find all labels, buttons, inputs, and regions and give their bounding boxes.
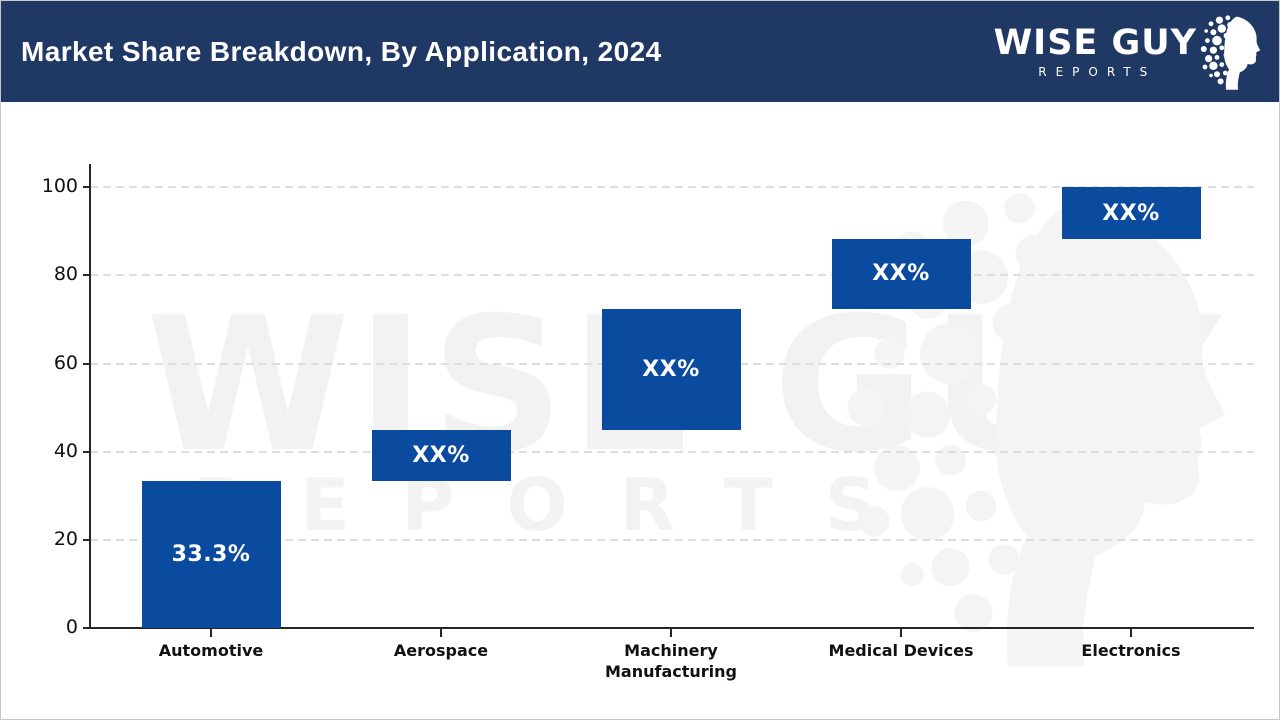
x-axis-tick[interactable]: [210, 629, 212, 637]
bar-value-label: XX%: [642, 356, 700, 382]
bar-value-label: XX%: [872, 261, 930, 287]
y-axis-tick-label[interactable]: 60: [53, 351, 78, 374]
logo-text: WISE GUY REPORTS: [993, 22, 1197, 79]
y-axis-tick[interactable]: [83, 450, 90, 453]
bar-value-label: 33.3%: [171, 542, 251, 568]
bar-segment[interactable]: 33.3%: [141, 481, 281, 628]
x-axis-tick[interactable]: [1130, 629, 1132, 637]
y-axis-tick-label[interactable]: 40: [53, 439, 78, 462]
y-axis-tick[interactable]: [83, 627, 90, 629]
y-axis-line[interactable]: [89, 164, 91, 629]
y-axis-tick[interactable]: [83, 274, 90, 277]
bar-segment[interactable]: XX%: [371, 429, 511, 482]
header-bar: Market Share Breakdown, By Application, …: [1, 1, 1279, 102]
category-label[interactable]: Medical Devices: [828, 641, 974, 660]
y-axis-tick[interactable]: [83, 186, 90, 189]
gridline[interactable]: [90, 186, 1254, 189]
bar-segment[interactable]: XX%: [831, 239, 971, 309]
category-label[interactable]: Machinery Manufacturing: [605, 641, 737, 681]
y-axis-tick-label[interactable]: 100: [41, 175, 78, 198]
logo-subtitle: REPORTS: [1038, 64, 1157, 79]
logo-wordmark: WISE GUY: [993, 22, 1197, 63]
bar-value-label: XX%: [1102, 200, 1160, 226]
page-title: Market Share Breakdown, By Application, …: [21, 35, 662, 67]
bar-segment[interactable]: XX%: [1061, 187, 1201, 240]
x-axis-line[interactable]: [89, 627, 1254, 629]
category-label[interactable]: Electronics: [1081, 641, 1181, 660]
bar-segment[interactable]: XX%: [601, 308, 741, 430]
x-axis-tick[interactable]: [900, 629, 902, 637]
y-axis-tick-label[interactable]: 0: [65, 616, 78, 638]
wise-guy-logo: WISE GUY REPORTS: [994, 13, 1265, 91]
x-axis-tick[interactable]: [440, 629, 442, 637]
y-axis-tick-label[interactable]: 20: [53, 527, 78, 550]
gridline[interactable]: [90, 450, 1254, 453]
category-label[interactable]: Aerospace: [393, 641, 489, 660]
bar-value-label: XX%: [412, 442, 470, 468]
category-label[interactable]: Automotive: [158, 641, 264, 660]
gridline[interactable]: [90, 274, 1254, 277]
x-axis-tick[interactable]: [670, 629, 672, 637]
y-axis-tick[interactable]: [83, 362, 90, 365]
gridline[interactable]: [90, 538, 1254, 541]
y-axis-tick-label[interactable]: 80: [53, 263, 78, 286]
y-axis-tick[interactable]: [83, 538, 90, 541]
